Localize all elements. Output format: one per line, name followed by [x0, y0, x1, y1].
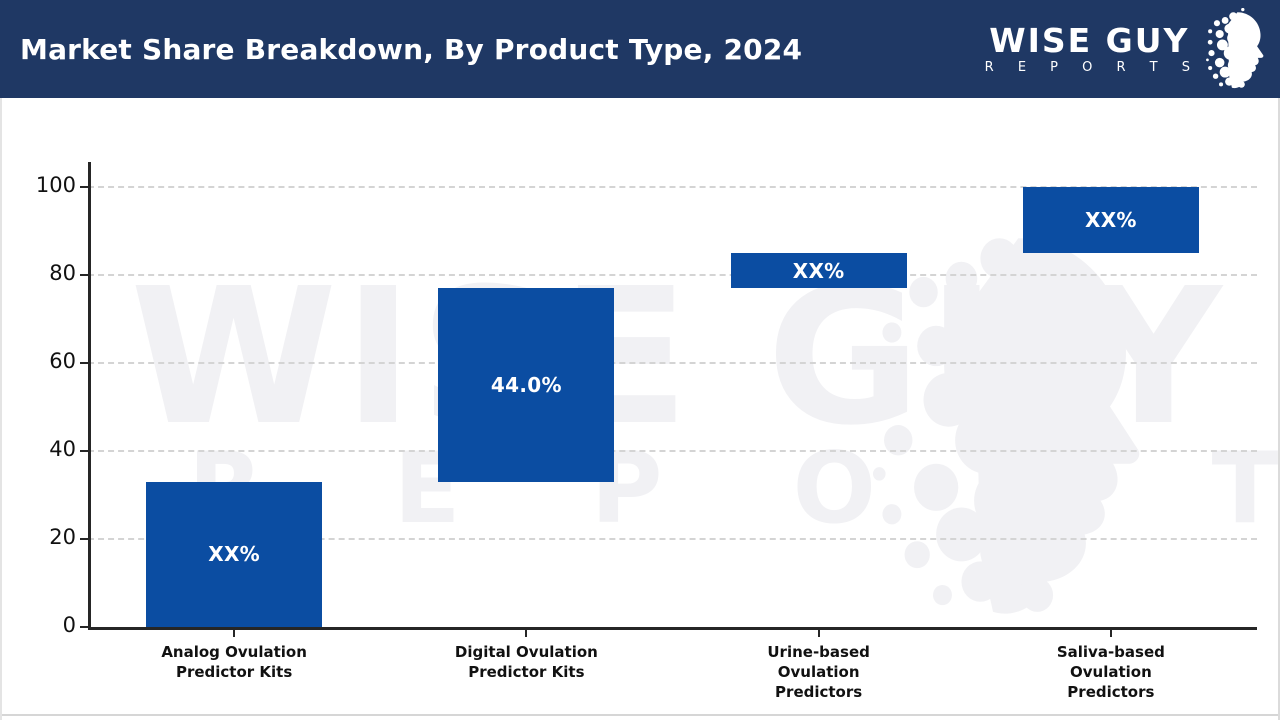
bar-value-label: XX% — [1084, 208, 1137, 232]
x-axis-category-label: Saliva-based Ovulation Predictors — [1056, 643, 1165, 701]
y-tick-40 — [80, 450, 88, 452]
y-axis-tick-label: 40 — [49, 437, 76, 461]
x-axis-category-label: Urine-based Ovulation Predictors — [767, 643, 870, 701]
bar-value-label: 44.0% — [490, 372, 562, 397]
y-axis-tick-label: 100 — [35, 173, 76, 197]
bar-2: 44.0% — [438, 288, 615, 482]
logo-subtext: R E P O R T S — [984, 60, 1200, 75]
header-bar: Market Share Breakdown, By Product Type,… — [0, 0, 1280, 98]
logo-head-icon — [1206, 8, 1264, 89]
y-axis-tick-label: 80 — [49, 261, 76, 285]
gridline-80 — [88, 274, 1257, 276]
y-tick-60 — [80, 362, 88, 364]
x-axis-category-label: Analog Ovulation Predictor Kits — [161, 643, 307, 681]
y-tick-0 — [80, 626, 88, 628]
logo-text: WISE GUY R E P O R T S — [979, 24, 1200, 74]
gridline-60 — [88, 362, 1257, 364]
x-tick-3 — [817, 630, 820, 637]
plot-area: 0 20 40 60 80 100 XX% Analog Ovulation Predicto… — [2, 98, 1278, 720]
x-tick-1 — [233, 630, 236, 637]
y-tick-100 — [80, 186, 88, 188]
y-tick-20 — [80, 538, 88, 540]
x-tick-2 — [525, 630, 528, 637]
y-axis-spine — [88, 162, 91, 630]
bar-3: XX% — [730, 253, 907, 289]
page-title: Market Share Breakdown, By Product Type,… — [20, 32, 803, 66]
y-axis-tick-label: 20 — [49, 525, 76, 549]
y-tick-80 — [80, 274, 88, 276]
gridline-20 — [88, 538, 1257, 540]
x-axis-spine — [88, 627, 1257, 630]
x-tick-4 — [1109, 630, 1112, 637]
bar-1: XX% — [146, 481, 323, 627]
x-axis-category-label: Digital Ovulation Predictor Kits — [454, 643, 598, 681]
brand-logo: WISE GUY R E P O R T S — [979, 8, 1270, 90]
gridline-40 — [88, 450, 1257, 452]
gridline-100 — [88, 186, 1257, 188]
logo-wordmark: WISE GUY — [989, 21, 1190, 60]
bar-4: XX% — [1022, 187, 1199, 253]
y-axis-tick-label: 0 — [62, 613, 76, 637]
bar-value-label: XX% — [792, 258, 845, 283]
chart-canvas: WISE GUY R E P O R T S 020406080100XX%An… — [0, 98, 1280, 720]
bar-value-label: XX% — [208, 542, 261, 567]
bottom-divider — [2, 714, 1278, 716]
y-axis-tick-label: 60 — [49, 349, 76, 373]
